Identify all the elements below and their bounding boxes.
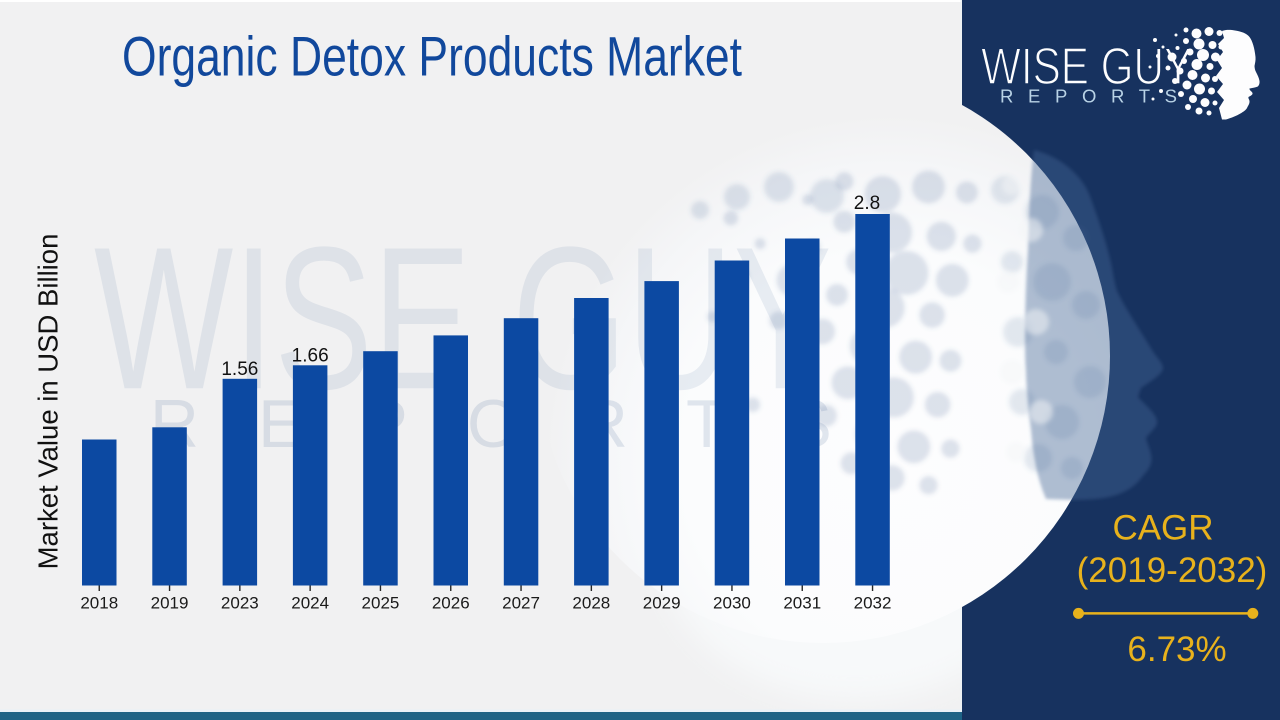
svg-text:2028: 2028	[572, 594, 610, 613]
svg-text:2023: 2023	[221, 594, 259, 613]
svg-text:2027: 2027	[502, 594, 540, 613]
svg-text:2018: 2018	[80, 594, 118, 613]
svg-text:2030: 2030	[713, 594, 751, 613]
svg-text:6.73%: 6.73%	[1127, 630, 1226, 669]
svg-text:2031: 2031	[783, 594, 821, 613]
svg-text:2025: 2025	[362, 594, 400, 613]
svg-text:2019: 2019	[151, 594, 189, 613]
svg-text:1.56: 1.56	[221, 359, 258, 380]
svg-text:2032: 2032	[854, 594, 892, 613]
svg-text:Organic Detox Products Market: Organic Detox Products Market	[122, 25, 742, 88]
svg-text:(2019-2032): (2019-2032)	[1077, 551, 1268, 590]
svg-text:WISE GUY: WISE GUY	[981, 37, 1192, 95]
svg-text:1.66: 1.66	[292, 346, 329, 367]
svg-text:2029: 2029	[643, 594, 681, 613]
svg-text:Market Value in USD Billion: Market Value in USD Billion	[33, 234, 64, 570]
svg-text:2024: 2024	[291, 594, 329, 613]
svg-text:CAGR: CAGR	[1112, 509, 1213, 548]
svg-text:2026: 2026	[432, 594, 470, 613]
svg-text:2.8: 2.8	[854, 193, 880, 214]
